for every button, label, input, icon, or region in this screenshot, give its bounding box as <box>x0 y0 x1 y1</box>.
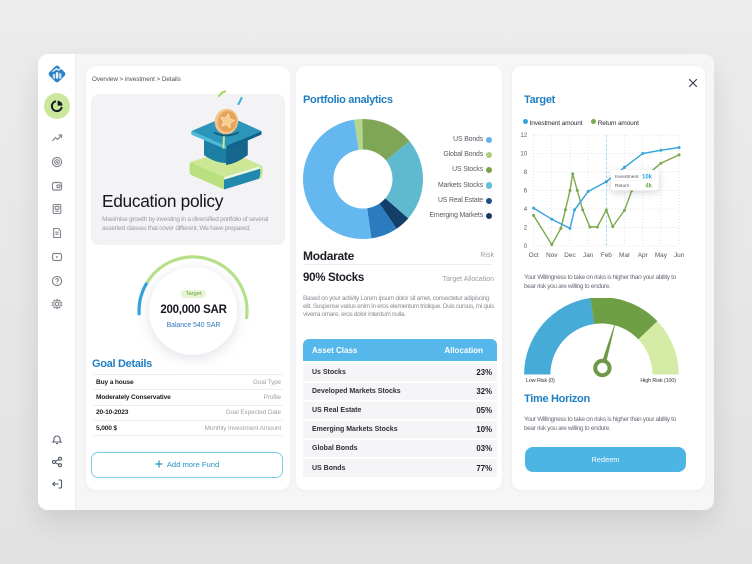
svg-text:Jan: Jan <box>583 252 594 259</box>
svg-text:0: 0 <box>524 244 528 250</box>
svg-text:Nov: Nov <box>546 252 558 259</box>
svg-text:6: 6 <box>524 189 528 195</box>
svg-text:Oct: Oct <box>529 252 539 259</box>
svg-text:Apr: Apr <box>638 252 649 259</box>
svg-text:4: 4 <box>524 207 528 213</box>
svg-text:Jun: Jun <box>674 252 685 259</box>
svg-text:Mar: Mar <box>619 252 631 259</box>
svg-text:8: 8 <box>524 170 528 176</box>
svg-text:Investment: Investment <box>615 174 639 180</box>
svg-text:Return: Return <box>615 183 630 189</box>
svg-text:10k: 10k <box>642 175 653 181</box>
svg-text:Feb: Feb <box>601 252 612 259</box>
svg-text:Dec: Dec <box>564 252 576 259</box>
svg-text:10: 10 <box>520 152 527 158</box>
svg-text:May: May <box>655 252 668 259</box>
svg-text:2: 2 <box>524 226 528 232</box>
svg-text:12: 12 <box>520 133 527 139</box>
svg-text:4k: 4k <box>645 184 652 190</box>
